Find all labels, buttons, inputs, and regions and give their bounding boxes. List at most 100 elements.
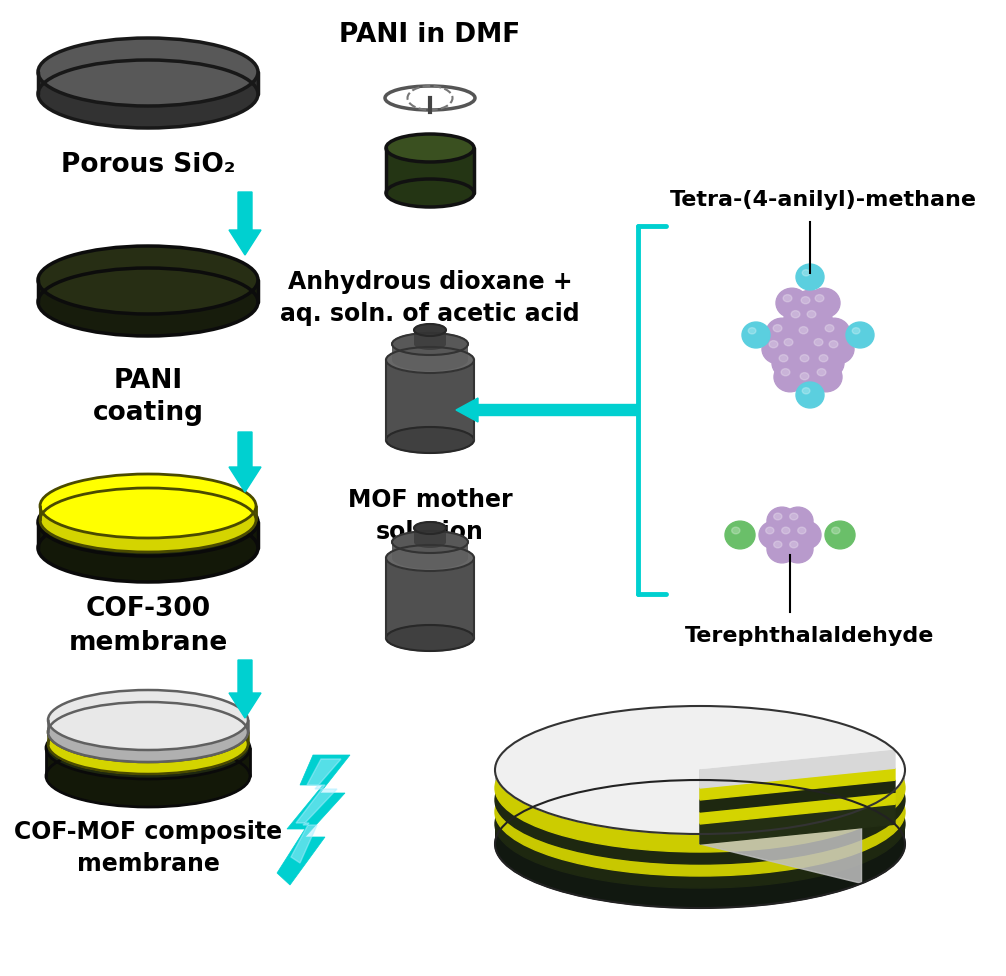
Ellipse shape — [48, 702, 248, 762]
Ellipse shape — [793, 348, 825, 378]
Polygon shape — [392, 542, 468, 569]
Ellipse shape — [38, 268, 258, 336]
Ellipse shape — [819, 354, 828, 362]
Ellipse shape — [495, 706, 905, 834]
FancyArrow shape — [229, 660, 261, 718]
Ellipse shape — [774, 325, 782, 332]
Ellipse shape — [495, 748, 905, 876]
FancyArrow shape — [229, 432, 261, 492]
Ellipse shape — [825, 325, 834, 332]
Ellipse shape — [799, 327, 808, 334]
Ellipse shape — [776, 288, 808, 318]
Ellipse shape — [767, 508, 797, 535]
Polygon shape — [48, 732, 248, 774]
Ellipse shape — [386, 545, 474, 571]
Polygon shape — [700, 793, 895, 824]
Polygon shape — [495, 788, 905, 864]
Ellipse shape — [759, 521, 789, 549]
Ellipse shape — [812, 348, 844, 378]
Ellipse shape — [495, 760, 905, 888]
Ellipse shape — [791, 521, 821, 549]
Ellipse shape — [822, 334, 854, 364]
Text: COF-MOF composite: COF-MOF composite — [14, 820, 282, 844]
Ellipse shape — [790, 513, 798, 520]
Ellipse shape — [762, 334, 794, 364]
Ellipse shape — [414, 522, 446, 534]
Polygon shape — [495, 824, 905, 908]
FancyArrow shape — [456, 398, 638, 422]
Ellipse shape — [800, 373, 809, 380]
Ellipse shape — [38, 246, 258, 314]
Ellipse shape — [40, 474, 256, 538]
Ellipse shape — [829, 341, 838, 347]
Ellipse shape — [38, 488, 258, 556]
Ellipse shape — [392, 333, 468, 355]
Ellipse shape — [770, 341, 778, 347]
Ellipse shape — [800, 354, 809, 362]
Polygon shape — [495, 770, 905, 852]
Text: Anhydrous dioxane +: Anhydrous dioxane + — [288, 270, 572, 294]
Ellipse shape — [40, 488, 256, 552]
Ellipse shape — [825, 521, 855, 549]
Ellipse shape — [817, 369, 826, 376]
Ellipse shape — [784, 305, 816, 334]
Polygon shape — [414, 330, 446, 350]
Ellipse shape — [832, 527, 840, 534]
Polygon shape — [495, 824, 905, 844]
Polygon shape — [495, 800, 905, 812]
Ellipse shape — [48, 702, 248, 762]
Ellipse shape — [801, 297, 810, 304]
Polygon shape — [495, 812, 905, 888]
Ellipse shape — [742, 322, 770, 348]
Ellipse shape — [793, 366, 825, 396]
Ellipse shape — [798, 527, 806, 534]
Ellipse shape — [46, 745, 250, 807]
Ellipse shape — [495, 736, 905, 864]
Polygon shape — [386, 360, 474, 453]
Polygon shape — [38, 72, 258, 128]
Ellipse shape — [775, 521, 805, 549]
Ellipse shape — [386, 347, 474, 373]
Ellipse shape — [748, 328, 756, 334]
Polygon shape — [700, 751, 895, 788]
Polygon shape — [414, 528, 446, 548]
Ellipse shape — [766, 527, 774, 534]
Polygon shape — [495, 788, 905, 800]
Ellipse shape — [766, 318, 798, 347]
Ellipse shape — [38, 60, 258, 128]
Polygon shape — [392, 344, 468, 371]
Ellipse shape — [38, 38, 258, 106]
Text: membrane: membrane — [68, 630, 227, 656]
Polygon shape — [40, 506, 256, 552]
Ellipse shape — [767, 535, 797, 563]
Ellipse shape — [392, 531, 468, 553]
Ellipse shape — [810, 362, 842, 391]
Ellipse shape — [808, 288, 840, 318]
Polygon shape — [495, 800, 905, 876]
Ellipse shape — [794, 290, 826, 320]
Text: coating: coating — [93, 400, 203, 426]
Text: aq. soln. of acetic acid: aq. soln. of acetic acid — [281, 302, 579, 326]
FancyArrow shape — [229, 192, 261, 255]
Ellipse shape — [386, 427, 474, 453]
Polygon shape — [48, 720, 248, 762]
Ellipse shape — [386, 625, 474, 651]
Polygon shape — [700, 804, 895, 844]
Text: membrane: membrane — [76, 852, 219, 876]
Ellipse shape — [772, 348, 804, 378]
Text: MOF mother: MOF mother — [348, 488, 512, 512]
Ellipse shape — [774, 541, 782, 548]
Ellipse shape — [783, 508, 813, 535]
Polygon shape — [495, 812, 905, 824]
Polygon shape — [700, 780, 895, 812]
Ellipse shape — [48, 714, 248, 774]
Ellipse shape — [814, 339, 823, 346]
Polygon shape — [46, 748, 250, 807]
Ellipse shape — [48, 690, 248, 750]
Ellipse shape — [802, 269, 810, 276]
Ellipse shape — [807, 332, 839, 362]
Polygon shape — [291, 759, 341, 863]
Polygon shape — [495, 770, 905, 788]
Ellipse shape — [731, 527, 740, 534]
Ellipse shape — [38, 514, 258, 582]
